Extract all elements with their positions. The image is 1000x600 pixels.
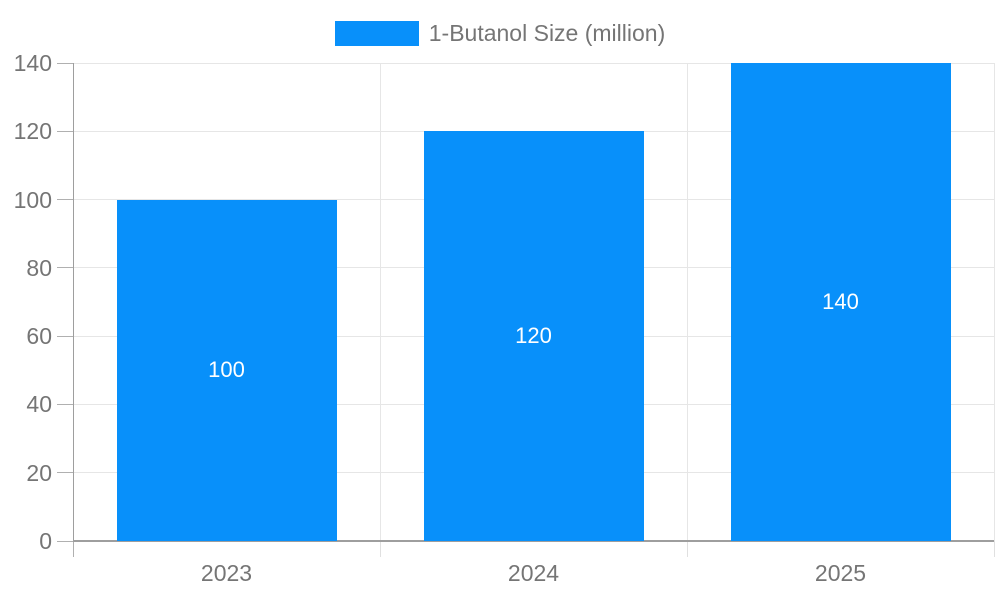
- y-axis-tick: [57, 130, 73, 132]
- gridline-vertical: [686, 63, 688, 541]
- y-axis-label: 0: [39, 528, 52, 554]
- y-axis-tick: [57, 403, 73, 405]
- y-axis-tick: [57, 199, 73, 201]
- x-axis-tick: [686, 541, 688, 557]
- y-axis-label: 80: [26, 254, 52, 281]
- y-axis-label: 20: [26, 459, 52, 486]
- x-axis-label: 2024: [507, 560, 560, 586]
- gridline-vertical: [379, 63, 381, 541]
- y-axis-label: 100: [13, 186, 52, 213]
- x-axis-tick: [72, 541, 74, 557]
- y-axis-line: [72, 63, 74, 541]
- y-axis-tick: [57, 267, 73, 269]
- bar-2025[interactable]: [730, 63, 951, 541]
- bar-2024[interactable]: [423, 131, 644, 541]
- y-axis-label: 140: [13, 50, 52, 76]
- y-axis-label: 60: [26, 323, 52, 350]
- y-axis-label: 40: [26, 391, 52, 418]
- x-axis-line: [73, 540, 994, 542]
- x-axis-label: 2025: [814, 560, 867, 586]
- y-axis-tick: [57, 335, 73, 337]
- y-axis-tick: [57, 472, 73, 474]
- x-axis-tick: [379, 541, 381, 557]
- y-axis-tick: [57, 62, 73, 64]
- bar-2023[interactable]: [116, 199, 337, 541]
- y-axis-label: 120: [13, 118, 52, 145]
- gridline-horizontal: [73, 62, 994, 64]
- gridline-vertical: [993, 63, 995, 541]
- x-axis-tick: [993, 541, 995, 557]
- x-axis-label: 2023: [200, 560, 253, 586]
- y-axis-tick: [57, 540, 73, 542]
